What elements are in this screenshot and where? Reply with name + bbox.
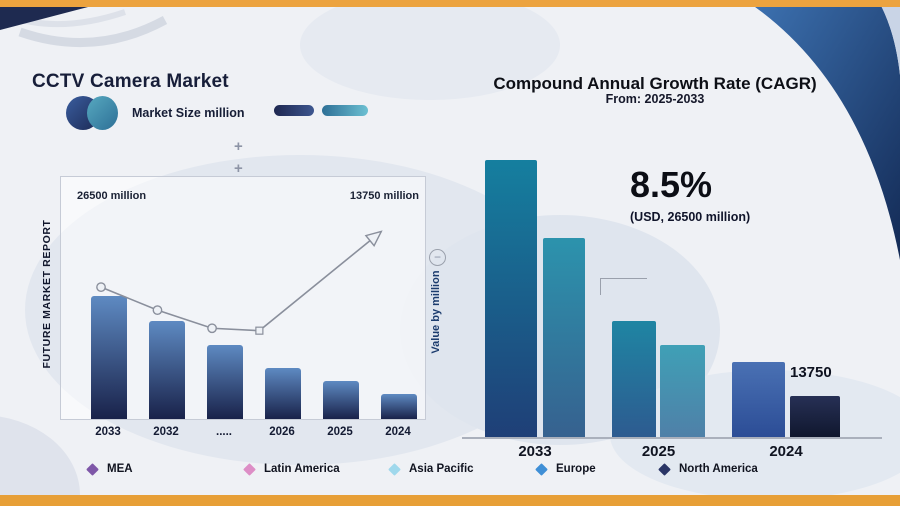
cagr-value: 8.5% [630, 164, 713, 205]
legend-label: Latin America [264, 463, 340, 475]
legend-diamond-icon [243, 462, 256, 476]
market-size-legend: Market Size million [66, 95, 245, 131]
cagr-bar-2033-series-a [485, 160, 537, 437]
minus-icon: − [429, 249, 446, 266]
legend-item-latin-america: Latin America [243, 462, 340, 476]
left-x-label: 2032 [153, 426, 179, 438]
left-x-label: 2026 [269, 426, 295, 438]
market-size-bar-2024 [381, 394, 417, 419]
cagr-callout: 8.5% (USD, 26500 million) [630, 164, 870, 224]
cagr-subtitle: From: 2025-2033 [605, 92, 705, 106]
bottom-accent-bar [0, 495, 900, 506]
trend-arrow-line [96, 230, 383, 335]
legend-item-europe: Europe [535, 462, 596, 476]
top-accent-bar [0, 0, 900, 7]
cagr-bar-2025-series-b [660, 345, 705, 437]
region-legend: MEA Latin America Asia Pacific Europe North … [0, 462, 900, 483]
market-size-bars [61, 177, 425, 419]
legend-label: Asia Pacific [409, 463, 474, 475]
market-size-bar-2025 [323, 381, 359, 419]
cagr-bar-2024-series-b [790, 396, 840, 437]
min-value-label: 13750 million [349, 190, 419, 202]
cylinder-light-disc [87, 96, 118, 130]
left-x-label: ..... [216, 426, 232, 438]
cagr-bar-2024-series-a [732, 362, 785, 437]
market-size-x-axis: 2033 2032..... 2026 2025 2024 [60, 426, 426, 442]
market-size-chart: 26500 million 13750 million [60, 176, 426, 420]
right-x-label: 2033 [518, 443, 552, 460]
legend-item-north-america: North America [658, 462, 758, 476]
cagr-chart: 8.5% (USD, 26500 million) 13750 [462, 150, 882, 439]
cagr-note: (USD, 26500 million) [630, 210, 751, 224]
left-x-label: 2025 [327, 426, 353, 438]
left-x-label: 2024 [385, 426, 411, 438]
left-axis-title: FUTURE MARKET REPORT [41, 219, 53, 369]
right-x-label: 2025 [641, 443, 676, 460]
legend-diamond-icon [86, 462, 99, 476]
cagr-title: Compound Annual Growth Rate (CAGR) [493, 74, 817, 94]
legend-label: Europe [556, 463, 596, 475]
teal-pill-icon [322, 105, 368, 116]
market-size-label: Market Size million [132, 106, 245, 120]
market-size-bar-2026 [265, 368, 301, 419]
cagr-bar-2025-series-a [612, 321, 656, 437]
callout-bracket [600, 278, 647, 295]
value-annotation: 13750 [790, 364, 832, 381]
legend-label: North America [679, 463, 758, 475]
market-title: CCTV Camera Market [32, 70, 229, 92]
legend-item-mea: MEA [86, 462, 133, 476]
plus-icon: + [234, 160, 243, 177]
legend-diamond-icon [388, 462, 401, 476]
legend-item-asia-pacific: Asia Pacific [388, 462, 474, 476]
scale-pills-icon [274, 105, 368, 116]
legend-diamond-icon [658, 462, 671, 476]
market-size-bar-2033 [91, 296, 127, 419]
cylinder-icon [66, 96, 118, 130]
max-value-label: 26500 million [77, 190, 147, 202]
right-x-label: 2024 [769, 443, 803, 460]
legend-label: MEA [107, 463, 133, 475]
plus-icon: + [234, 138, 243, 155]
market-size-bar-..... [207, 345, 243, 419]
left-x-label: 2033 [95, 426, 121, 438]
cagr-bar-2033-series-b [543, 238, 585, 437]
market-size-bar-2032 [149, 321, 185, 419]
cagr-x-axis: 2033 2025 2024 [462, 443, 882, 461]
navy-pill-icon [274, 105, 314, 116]
legend-diamond-icon [535, 462, 548, 476]
